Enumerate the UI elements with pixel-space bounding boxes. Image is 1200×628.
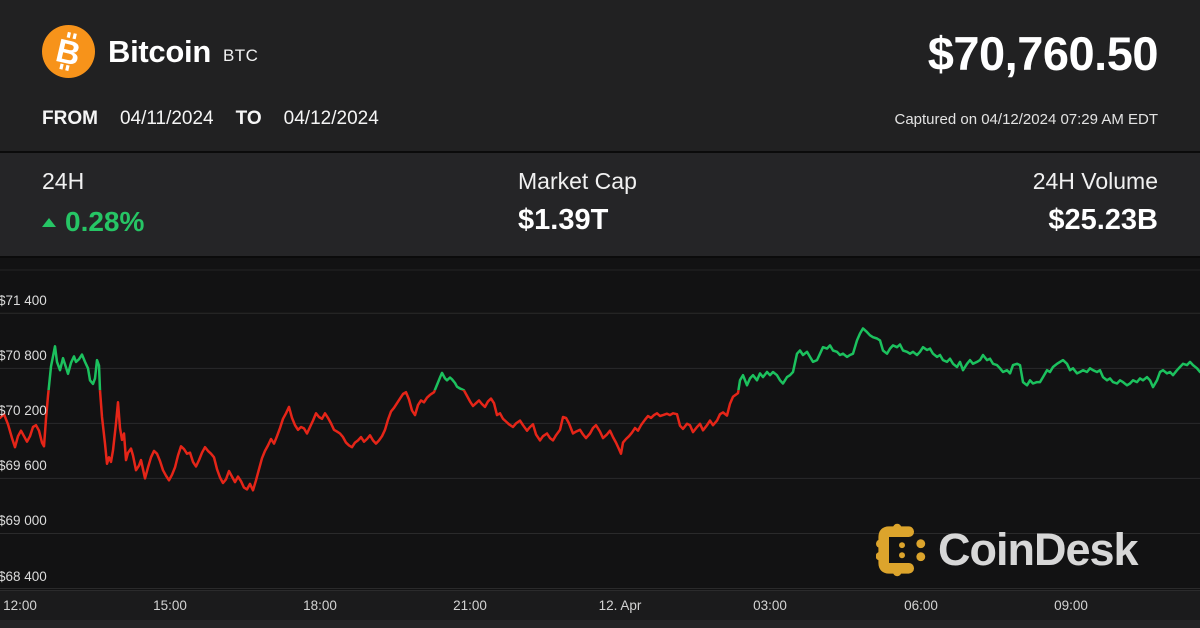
- price-chart: 12:00 15:00 18:00 21:00 12. Apr 03:00 06:00 09:…: [0, 258, 1200, 620]
- x-axis-label: 09:00: [1054, 598, 1088, 613]
- market-cap-label: Market Cap: [518, 168, 637, 194]
- market-cap-value: $1.39T: [518, 204, 609, 236]
- x-axis-label: 12. Apr: [598, 598, 642, 613]
- y-axis-label: $69 000: [0, 513, 47, 529]
- captured-timestamp: Captured on 04/12/2024 07:29 AM EDT: [894, 111, 1158, 128]
- y-axis-label: $69 600: [0, 458, 47, 474]
- coin-name: Bitcoin: [108, 33, 211, 69]
- current-price: $70,760.50: [927, 27, 1159, 80]
- change-label: 24H: [42, 168, 85, 194]
- x-axis-band: 12:00 15:00 18:00 21:00 12. Apr 03:00 06:00 09:…: [0, 590, 1200, 620]
- price-line-chart: [0, 269, 1200, 589]
- divider: [0, 256, 1200, 258]
- volume-label: 24H Volume: [1032, 168, 1158, 194]
- coindesk-logo-icon: [876, 523, 926, 577]
- y-axis-label: $68 400: [0, 568, 47, 584]
- x-axis-label: 15:00: [153, 598, 187, 613]
- to-label: TO: [235, 108, 262, 129]
- volume-value: $25.23B: [1048, 204, 1158, 236]
- coin-identity: B Bitcoin BTC: [42, 25, 258, 78]
- date-range: FROM 04/11/2024 TO 04/12/2024: [42, 108, 379, 130]
- y-axis-label: $70 800: [0, 348, 47, 364]
- from-label: FROM: [42, 108, 98, 129]
- x-axis-label: 18:00: [303, 598, 337, 613]
- divider: [0, 151, 1200, 153]
- bitcoin-logo-icon: B: [42, 25, 95, 78]
- bottom-strip: [0, 620, 1200, 628]
- stat-24h-change: 24H 0.28%: [42, 168, 144, 238]
- x-axis-label: 06:00: [904, 598, 938, 613]
- y-axis-label: $70 200: [0, 403, 47, 419]
- stats-band: 24H 0.28% Market Cap $1.39T 24H Volume $…: [0, 153, 1200, 256]
- stat-market-cap: Market Cap $1.39T: [518, 168, 637, 237]
- change-value: 0.28%: [65, 206, 145, 237]
- y-axis-label: $71 400: [0, 293, 47, 309]
- to-date: 04/12/2024: [283, 108, 379, 129]
- x-axis-label: 03:00: [753, 598, 787, 613]
- coindesk-watermark: CoinDesk: [876, 522, 1139, 578]
- x-axis-label: 21:00: [453, 598, 487, 613]
- up-arrow-icon: [42, 217, 56, 227]
- x-axis-label: 12:00: [3, 598, 37, 613]
- card-header: B Bitcoin BTC $70,760.50 FROM 04/11/2024…: [0, 0, 1200, 151]
- coin-symbol: BTC: [222, 45, 259, 65]
- from-date: 04/11/2024: [119, 108, 214, 129]
- stat-24h-volume: 24H Volume $25.23B: [1033, 168, 1158, 237]
- coindesk-wordmark: CoinDesk: [938, 524, 1139, 575]
